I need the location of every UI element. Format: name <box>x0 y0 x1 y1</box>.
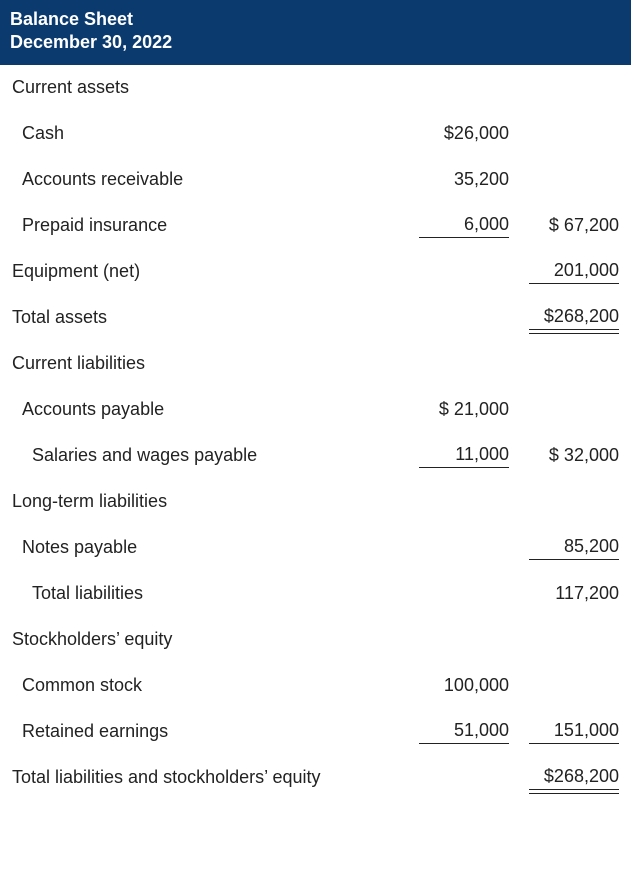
row-amount-total: $268,200 <box>509 766 619 790</box>
amount-value: $268,200 <box>529 766 619 790</box>
table-row: Notes payable 85,200 <box>0 525 631 571</box>
table-row: Salaries and wages payable 11,000 $ 32,000 <box>0 433 631 479</box>
row-amount-total <box>509 169 619 190</box>
amount-value: 51,000 <box>419 720 509 744</box>
amount-value: 85,200 <box>529 536 619 560</box>
table-row: Total assets $268,200 <box>0 295 631 341</box>
table-row: Cash $26,000 <box>0 111 631 157</box>
balance-sheet-body: Current assets Cash $26,000 Accounts receiv… <box>0 65 631 801</box>
row-label: Equipment (net) <box>12 261 399 282</box>
amount-value: 201,000 <box>529 260 619 284</box>
table-row: Current assets <box>0 65 631 111</box>
row-label: Accounts payable <box>12 399 399 420</box>
table-row: Current liabilities <box>0 341 631 387</box>
header-title: Balance Sheet <box>10 8 621 31</box>
amount-value: 117,200 <box>529 583 619 604</box>
row-amount-subtotal: 6,000 <box>399 214 509 238</box>
row-amount-subtotal: $26,000 <box>399 123 509 144</box>
table-row: Total liabilities 117,200 <box>0 571 631 617</box>
table-row: Total liabilities and stockholders’ equi… <box>0 755 631 801</box>
row-amount-total: $ 67,200 <box>509 215 619 236</box>
row-label: Prepaid insurance <box>12 215 399 236</box>
table-row: Retained earnings 51,000 151,000 <box>0 709 631 755</box>
row-label: Long-term liabilities <box>12 491 399 512</box>
amount-value: 151,000 <box>529 720 619 744</box>
row-amount-total <box>509 123 619 144</box>
row-label: Notes payable <box>12 537 399 558</box>
row-label: Common stock <box>12 675 399 696</box>
statement-header: Balance Sheet December 30, 2022 <box>0 0 631 65</box>
row-amount-total <box>509 353 619 374</box>
row-amount-subtotal <box>399 583 509 604</box>
table-row: Accounts payable $ 21,000 <box>0 387 631 433</box>
row-amount-total <box>509 77 619 98</box>
row-amount-subtotal: 11,000 <box>399 444 509 468</box>
table-row: Common stock 100,000 <box>0 663 631 709</box>
row-label: Current liabilities <box>12 353 399 374</box>
amount-value: 11,000 <box>419 444 509 468</box>
row-label: Total liabilities and stockholders’ equi… <box>12 767 399 788</box>
amount-value: 100,000 <box>419 675 509 696</box>
row-amount-subtotal: 100,000 <box>399 675 509 696</box>
table-row: Accounts receivable 35,200 <box>0 157 631 203</box>
row-label: Cash <box>12 123 399 144</box>
table-row: Stockholders’ equity <box>0 617 631 663</box>
row-amount-subtotal <box>399 491 509 512</box>
row-amount-subtotal <box>399 629 509 650</box>
row-amount-subtotal: 51,000 <box>399 720 509 744</box>
amount-value: $26,000 <box>419 123 509 144</box>
table-row: Equipment (net) 201,000 <box>0 249 631 295</box>
row-amount-subtotal <box>399 767 509 788</box>
amount-value: $ 67,200 <box>529 215 619 236</box>
amount-value: 6,000 <box>419 214 509 238</box>
row-amount-total: 117,200 <box>509 583 619 604</box>
row-label: Salaries and wages payable <box>12 445 399 466</box>
row-amount-subtotal <box>399 261 509 282</box>
row-label: Total assets <box>12 307 399 328</box>
amount-value: 35,200 <box>419 169 509 190</box>
row-amount-total <box>509 629 619 650</box>
amount-value: $ 21,000 <box>419 399 509 420</box>
row-amount-total <box>509 491 619 512</box>
row-label: Stockholders’ equity <box>12 629 399 650</box>
amount-value: $268,200 <box>529 306 619 330</box>
table-row: Prepaid insurance 6,000 $ 67,200 <box>0 203 631 249</box>
row-amount-subtotal <box>399 353 509 374</box>
amount-value: $ 32,000 <box>529 445 619 466</box>
row-amount-subtotal: $ 21,000 <box>399 399 509 420</box>
row-amount-total <box>509 399 619 420</box>
table-row: Long-term liabilities <box>0 479 631 525</box>
row-amount-total: 201,000 <box>509 260 619 284</box>
row-amount-total: 151,000 <box>509 720 619 744</box>
row-amount-subtotal <box>399 537 509 558</box>
row-amount-total: 85,200 <box>509 536 619 560</box>
row-amount-total: $ 32,000 <box>509 445 619 466</box>
header-date: December 30, 2022 <box>10 31 621 54</box>
row-amount-subtotal <box>399 307 509 328</box>
row-label: Retained earnings <box>12 721 399 742</box>
row-label: Accounts receivable <box>12 169 399 190</box>
row-amount-total <box>509 675 619 696</box>
row-amount-subtotal: 35,200 <box>399 169 509 190</box>
row-amount-subtotal <box>399 77 509 98</box>
row-amount-total: $268,200 <box>509 306 619 330</box>
row-label: Total liabilities <box>12 583 399 604</box>
row-label: Current assets <box>12 77 399 98</box>
